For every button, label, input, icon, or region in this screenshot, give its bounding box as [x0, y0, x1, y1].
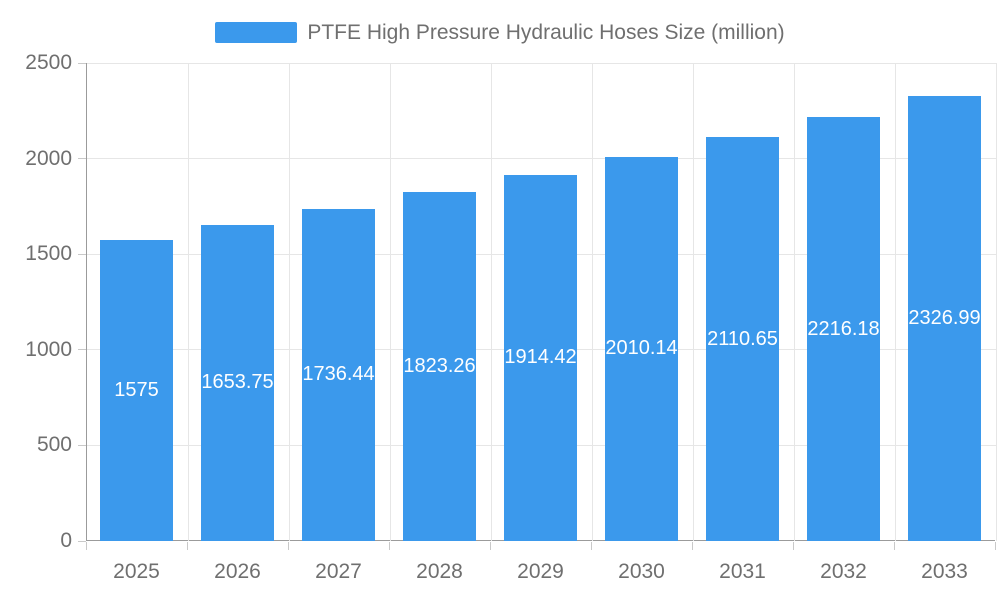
- y-tick-label: 1500: [25, 242, 72, 266]
- y-tick-mark: [78, 62, 86, 64]
- v-gridline: [591, 63, 593, 541]
- x-tick-label: 2031: [719, 560, 766, 583]
- x-tick-label: 2027: [315, 560, 362, 583]
- bar: 2216.18: [807, 117, 880, 541]
- bar-value-label: 1575: [114, 378, 159, 401]
- bar: 1575: [100, 239, 173, 541]
- x-tick-label: 2029: [517, 560, 564, 583]
- x-tick-mark: [893, 542, 895, 550]
- bar-value-label: 1653.75: [201, 371, 274, 394]
- y-tick-label: 0: [60, 529, 72, 552]
- y-tick-label: 1000: [25, 337, 72, 361]
- x-tick-mark: [287, 542, 289, 550]
- v-gridline: [894, 63, 896, 541]
- v-gridline: [490, 63, 492, 541]
- y-tick-label: 500: [36, 433, 72, 457]
- bar: 2326.99: [908, 96, 981, 541]
- bar: 1914.42: [504, 174, 577, 541]
- y-tick-mark: [78, 444, 86, 446]
- bar: 1736.44: [302, 208, 375, 541]
- x-tick-label: 2026: [214, 560, 261, 583]
- x-tick-mark: [691, 542, 693, 550]
- y-tick-label: 2000: [25, 146, 72, 170]
- x-tick-mark: [85, 542, 87, 550]
- x-tick-mark: [489, 542, 491, 550]
- v-gridline: [793, 63, 795, 541]
- h-gridline: [87, 62, 996, 64]
- v-gridline: [995, 63, 997, 541]
- legend-swatch-icon: [215, 22, 298, 43]
- x-tick-label: 2025: [113, 560, 160, 583]
- bar-value-label: 2010.14: [605, 337, 678, 360]
- y-tick-mark: [78, 349, 86, 351]
- bar-value-label: 2216.18: [807, 317, 880, 340]
- bar-value-label: 2110.65: [707, 327, 778, 350]
- bar-value-label: 2326.99: [908, 307, 981, 330]
- bar: 1653.75: [201, 224, 274, 541]
- bar: 2010.14: [605, 156, 678, 541]
- y-tick-label: 2500: [25, 51, 72, 74]
- bar-value-label: 1823.26: [403, 355, 476, 378]
- x-tick-mark: [388, 542, 390, 550]
- h-gridline: [87, 158, 996, 160]
- y-tick-mark: [78, 158, 86, 160]
- legend-label: PTFE High Pressure Hydraulic Hoses Size …: [307, 20, 785, 44]
- bar-value-label: 1914.42: [504, 346, 577, 369]
- bar-value-label: 1736.44: [302, 363, 375, 386]
- v-gridline: [288, 63, 290, 541]
- x-tick-mark: [792, 542, 794, 550]
- x-tick-mark: [590, 542, 592, 550]
- v-gridline: [389, 63, 391, 541]
- x-tick-label: 2028: [416, 560, 463, 583]
- x-tick-label: 2033: [921, 560, 968, 583]
- bar: 1823.26: [403, 192, 476, 541]
- x-tick-label: 2032: [820, 560, 867, 583]
- y-tick-mark: [78, 253, 86, 255]
- x-tick-label: 2030: [618, 560, 665, 583]
- v-gridline: [692, 63, 694, 541]
- chart-legend-item[interactable]: PTFE High Pressure Hydraulic Hoses Size …: [0, 20, 1000, 45]
- bar: 2110.65: [706, 137, 779, 541]
- v-gridline: [187, 63, 189, 541]
- y-tick-mark: [78, 540, 86, 542]
- x-tick-mark: [186, 542, 188, 550]
- x-tick-mark: [994, 542, 996, 550]
